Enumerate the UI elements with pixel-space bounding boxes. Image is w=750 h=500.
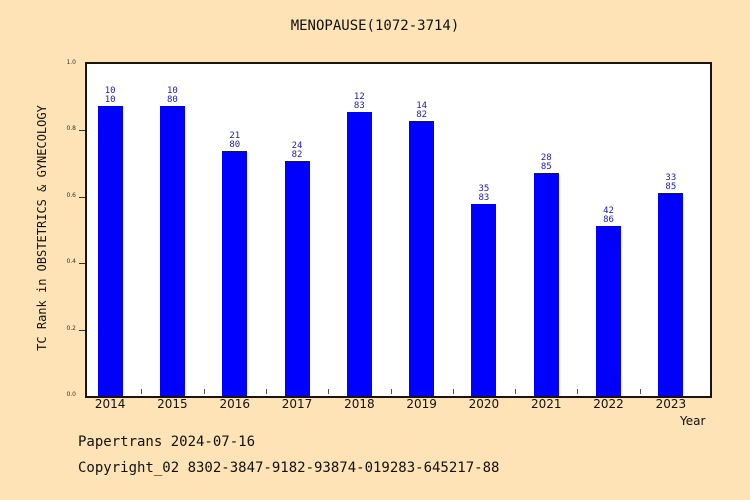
bar-annotation: 14 82 <box>402 100 442 120</box>
bar-annotation: 10 10 <box>90 85 130 105</box>
annotation-rank: 10 <box>104 85 116 96</box>
bar-2021 <box>533 173 559 396</box>
annotation-rank: 10 <box>167 85 178 96</box>
y-tick-label: 0.0 <box>66 391 76 398</box>
x-axis-label: Year <box>680 414 706 428</box>
x-tick-mark <box>203 389 205 394</box>
bar-annotation: 28 85 <box>526 154 566 172</box>
annotation-rank: 35 <box>478 184 490 195</box>
plot-area: 10 10 10 80 21 80 24 82 12 83 14 82 35 83 28 85 42 86 33 85 <box>85 62 712 398</box>
bar-2017 <box>284 161 310 396</box>
annotation-total: 85 <box>665 181 677 192</box>
x-tick-label: 2014 <box>94 397 126 411</box>
x-tick-mark <box>639 389 641 394</box>
bar-2015 <box>159 105 185 396</box>
annotation-total: 80 <box>229 139 241 150</box>
bar-annotation: 12 83 <box>339 93 379 111</box>
x-tick-mark <box>265 389 267 394</box>
y-tick-label: 0.4 <box>66 258 76 266</box>
annotation-rank: 12 <box>353 92 365 103</box>
y-tick-mark <box>79 329 85 331</box>
annotation-total: 82 <box>416 109 428 120</box>
x-tick-label: 2023 <box>655 397 687 411</box>
footer-date: Papertrans 2024-07-16 <box>78 434 256 450</box>
y-tick-label: 0.6 <box>66 191 76 199</box>
annotation-rank: 14 <box>416 100 428 111</box>
x-tick-label: 2018 <box>344 397 375 411</box>
y-tick-label: 1.0 <box>66 59 76 66</box>
bar-annotation: 21 80 <box>215 130 255 150</box>
y-tick-label: 0.2 <box>66 324 76 332</box>
annotation-total: 82 <box>291 150 303 161</box>
x-tick-mark <box>577 389 579 394</box>
y-tick-label: 0.8 <box>66 125 76 133</box>
annotation-total: 83 <box>478 193 490 204</box>
annotation-total: 80 <box>167 94 178 105</box>
bar-2016 <box>222 150 248 396</box>
x-tick-label: 2022 <box>593 397 624 411</box>
bar-annotation: 35 83 <box>464 185 504 203</box>
bar-2018 <box>346 112 372 396</box>
y-tick-mark <box>79 130 85 132</box>
x-tick-label: 2015 <box>157 397 188 411</box>
bar-annotation: 33 85 <box>651 172 691 192</box>
bar-2023 <box>658 192 684 396</box>
y-tick-mark <box>79 196 85 198</box>
x-tick-mark <box>452 389 454 394</box>
bar-2020 <box>471 204 497 396</box>
y-axis-label: TC Rank in OBSTETRICS & GYNECOLOGY <box>35 105 49 351</box>
annotation-total: 10 <box>104 94 116 105</box>
x-tick-label: 2017 <box>281 397 313 411</box>
annotation-total: 83 <box>353 101 365 112</box>
annotation-total: 85 <box>540 162 552 173</box>
x-tick-label: 2020 <box>468 397 500 411</box>
annotation-rank: 42 <box>603 206 614 217</box>
annotation-rank: 33 <box>665 172 677 183</box>
chart-title: MENOPAUSE(1072-3714) <box>290 18 460 34</box>
annotation-rank: 28 <box>540 153 552 164</box>
x-tick-mark <box>328 389 330 394</box>
annotation-total: 86 <box>603 215 614 226</box>
bar-2022 <box>596 226 622 396</box>
bar-2019 <box>409 120 435 396</box>
x-tick-mark <box>141 389 143 394</box>
x-tick-mark <box>515 389 517 394</box>
footer-copyright: Copyright_02 8302-3847-9182-93874-019283… <box>78 460 500 476</box>
annotation-rank: 24 <box>291 141 303 152</box>
y-tick-mark <box>79 263 85 265</box>
annotation-rank: 21 <box>229 130 241 141</box>
bar-annotation: 42 86 <box>589 207 629 225</box>
bar-annotation: 24 82 <box>277 142 317 160</box>
bar-2014 <box>97 105 123 396</box>
x-tick-label: 2021 <box>530 397 562 411</box>
x-tick-mark <box>390 389 392 394</box>
bar-annotation: 10 80 <box>152 85 192 105</box>
x-tick-label: 2016 <box>219 397 251 411</box>
x-tick-label: 2019 <box>406 397 437 411</box>
